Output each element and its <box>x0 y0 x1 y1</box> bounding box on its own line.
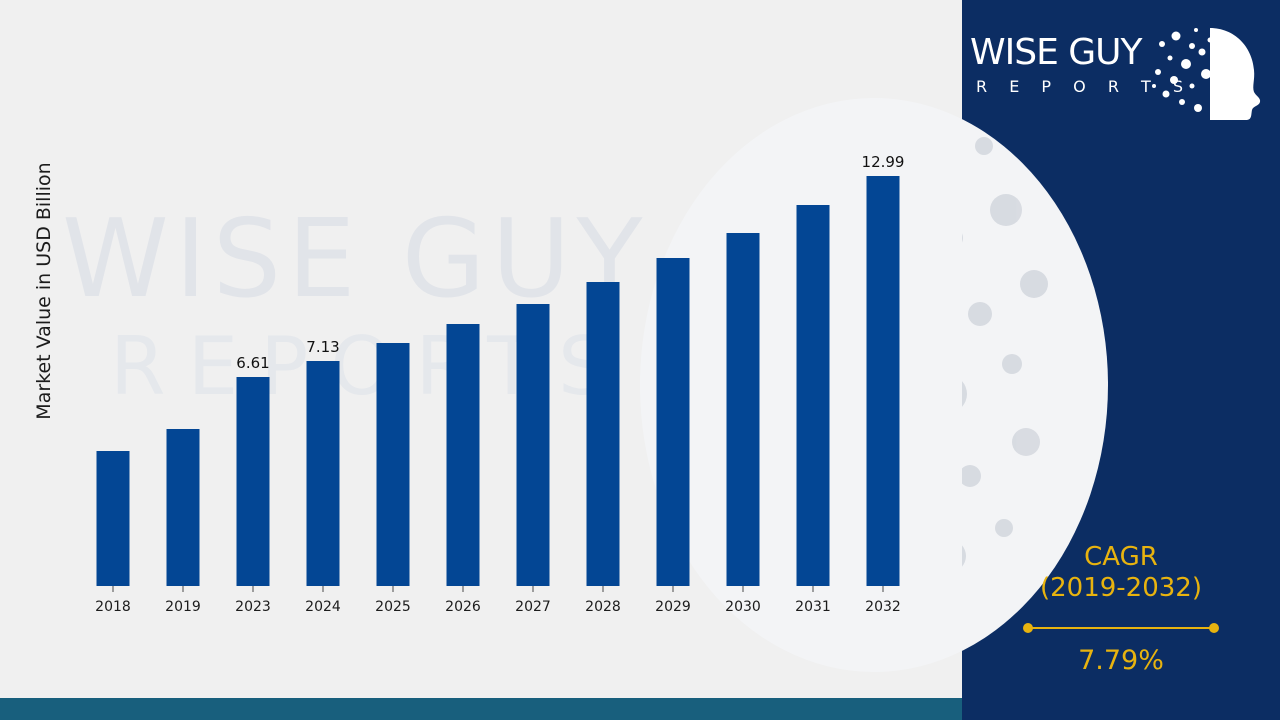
x-tick-label-2024: 2024 <box>305 599 341 615</box>
cagr-divider <box>1023 622 1219 634</box>
x-tick-2030 <box>742 586 744 592</box>
footer-strip <box>0 698 962 720</box>
brand-panel: WISE GUY R E P O R T S <box>962 0 1280 720</box>
cagr-label: CAGR <box>1084 541 1158 572</box>
bar-2024 <box>306 360 340 586</box>
x-tick-2026 <box>462 586 464 592</box>
brand-logo: WISE GUY R E P O R T S <box>962 24 1280 120</box>
divider-dot-left <box>1023 623 1033 634</box>
cagr-block: CAGR (2019-2032) 7.79% <box>962 542 1280 676</box>
bar-group-2031: 2031 <box>778 150 848 615</box>
logo-dotted-head-icon <box>1152 28 1261 120</box>
bar-2019 <box>166 429 200 586</box>
divider-dot-right <box>1209 623 1219 634</box>
x-tick-2027 <box>532 586 534 592</box>
bar-group-2027: 2027 <box>498 150 568 615</box>
x-tick-label-2028: 2028 <box>585 599 621 615</box>
x-tick-label-2018: 2018 <box>95 599 131 615</box>
bar-value-label-2023: 6.61 <box>236 354 270 373</box>
logo-wordmark: WISE GUY <box>970 32 1142 73</box>
x-tick-label-2023: 2023 <box>235 599 271 615</box>
chart-plot-area: 2018 2019 6.61 2023 7.13 2024 2025 2026 2027 2028… <box>78 150 918 615</box>
x-tick-label-2030: 2030 <box>725 599 761 615</box>
x-tick-2029 <box>672 586 674 592</box>
bar-2025 <box>376 343 410 586</box>
bar-value-label-2024: 7.13 <box>306 337 340 356</box>
bar-2023 <box>236 377 270 586</box>
x-tick-label-2031: 2031 <box>795 599 831 615</box>
bar-group-2029: 2029 <box>638 150 708 615</box>
bar-2031 <box>796 205 830 586</box>
bar-group-2028: 2028 <box>568 150 638 615</box>
bar-2028 <box>586 282 620 586</box>
bar-2029 <box>656 258 690 586</box>
bar-group-2019: 2019 <box>148 150 218 615</box>
x-tick-label-2026: 2026 <box>445 599 481 615</box>
chart-panel: WISE GUY REPORTS <box>0 135 962 720</box>
x-tick-label-2027: 2027 <box>515 599 551 615</box>
bar-group-2018: 2018 <box>78 150 148 615</box>
x-tick-label-2025: 2025 <box>375 599 411 615</box>
bar-group-2025: 2025 <box>358 150 428 615</box>
bar-2027 <box>516 303 550 586</box>
bar-chart: Market Value in USD Billion 2018 2019 6.61… <box>33 150 918 615</box>
bar-2026 <box>446 324 480 586</box>
x-tick-label-2029: 2029 <box>655 599 691 615</box>
bar-group-2026: 2026 <box>428 150 498 615</box>
divider-line <box>1029 627 1213 630</box>
x-tick-2025 <box>392 586 394 592</box>
x-tick-2028 <box>602 586 604 592</box>
bar-group-2032: 12.99 2032 <box>848 150 918 615</box>
x-tick-2032 <box>882 586 884 592</box>
bar-group-2030: 2030 <box>708 150 778 615</box>
logo-subtext: R E P O R T S <box>976 77 1192 96</box>
x-tick-2024 <box>322 586 324 592</box>
bar-group-2024: 7.13 2024 <box>288 150 358 615</box>
x-tick-2018 <box>112 586 114 592</box>
y-axis-label: Market Value in USD Billion <box>33 162 55 420</box>
bar-2032 <box>866 175 900 586</box>
cagr-value: 7.79% <box>1078 645 1164 677</box>
x-tick-2023 <box>252 586 254 592</box>
bar-2030 <box>726 232 760 586</box>
x-tick-label-2019: 2019 <box>165 599 201 615</box>
x-tick-2019 <box>182 586 184 592</box>
bar-value-label-2032: 12.99 <box>861 152 905 171</box>
bar-2018 <box>96 451 130 586</box>
cagr-range: (2019-2032) <box>1039 572 1202 603</box>
bar-group-2023: 6.61 2023 <box>218 150 288 615</box>
x-tick-label-2032: 2032 <box>865 599 901 615</box>
x-tick-2031 <box>812 586 814 592</box>
